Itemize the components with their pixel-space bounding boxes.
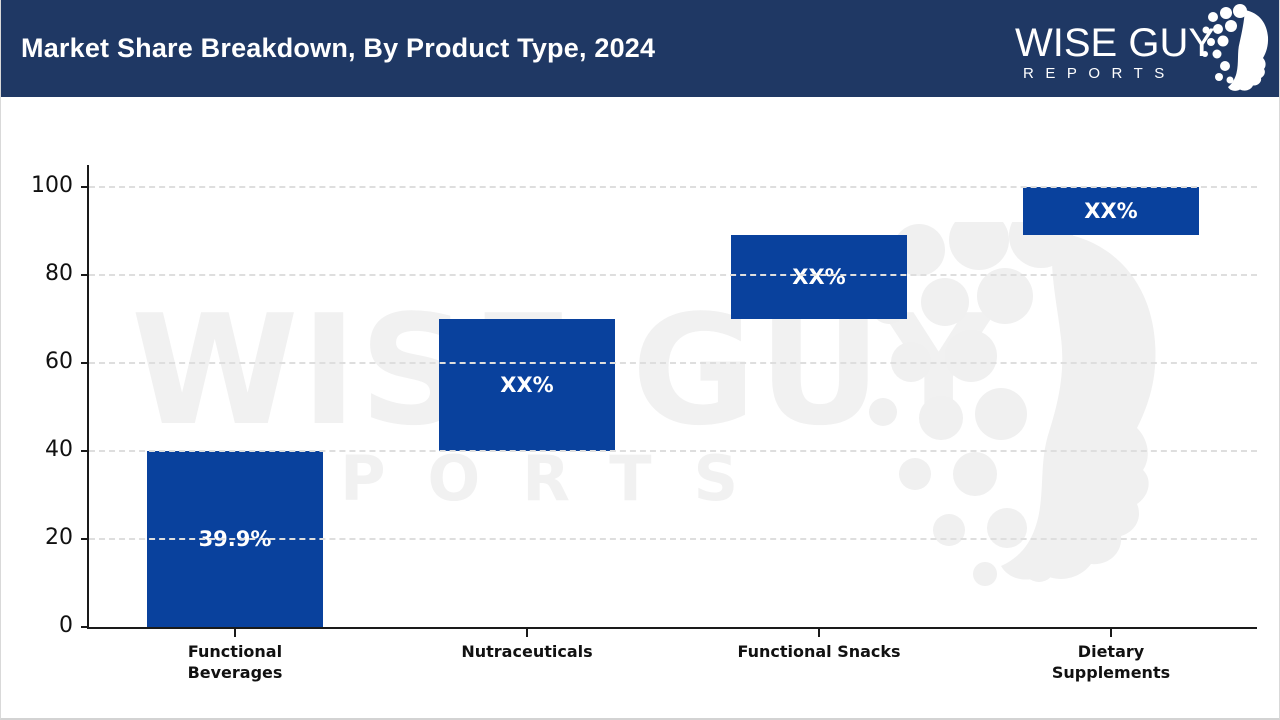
gridline-20 xyxy=(89,538,1257,540)
x-tick-mark xyxy=(526,629,528,637)
gridline-40 xyxy=(89,450,1257,452)
bar-value-label: XX% xyxy=(500,373,554,397)
gridline-100 xyxy=(89,186,1257,188)
x-axis-line xyxy=(87,627,1257,629)
gridline-80 xyxy=(89,274,1257,276)
y-tick-mark xyxy=(81,626,89,628)
x-axis-category-label: Nutraceuticals xyxy=(461,642,593,661)
y-axis-line xyxy=(87,165,89,629)
bar-nutraceuticals: XX% xyxy=(439,319,615,451)
y-tick-mark xyxy=(81,362,89,364)
y-tick-mark xyxy=(81,186,89,188)
chart-title: Market Share Breakdown, By Product Type,… xyxy=(21,33,656,63)
logo-face-icon xyxy=(1202,3,1269,91)
y-axis-tick-label: 40 xyxy=(45,437,73,462)
y-tick-mark xyxy=(81,538,89,540)
y-axis-tick-label: 60 xyxy=(45,349,73,374)
x-tick-mark xyxy=(1110,629,1112,637)
x-tick-mark xyxy=(234,629,236,637)
x-axis-category-label: Dietary Supplements xyxy=(1051,642,1171,682)
bar-value-label: XX% xyxy=(792,265,846,290)
x-tick-mark xyxy=(818,629,820,637)
logo-text-line2: REPORTS xyxy=(1023,65,1176,82)
y-axis-tick-label: 100 xyxy=(31,173,73,198)
gridline-60 xyxy=(89,362,1257,364)
wise-guy-reports-logo: WISE GUY REPORTS xyxy=(1015,3,1269,91)
bar-dietary-supplements: XX% xyxy=(1023,187,1199,236)
header-bar: Market Share Breakdown, By Product Type,… xyxy=(1,0,1279,97)
y-tick-mark xyxy=(81,450,89,452)
y-axis-tick-label: 0 xyxy=(59,613,73,638)
logo-text-line1: WISE GUY xyxy=(1015,21,1215,65)
bar-value-label: XX% xyxy=(1084,199,1138,224)
y-axis-tick-label: 20 xyxy=(45,525,73,550)
y-tick-mark xyxy=(81,274,89,276)
x-axis-category-label: Functional Beverages xyxy=(187,642,283,682)
x-axis-category-label: Functional Snacks xyxy=(737,642,901,661)
bar-functional-snacks: XX% xyxy=(731,235,907,319)
y-axis-tick-label: 80 xyxy=(45,261,73,286)
